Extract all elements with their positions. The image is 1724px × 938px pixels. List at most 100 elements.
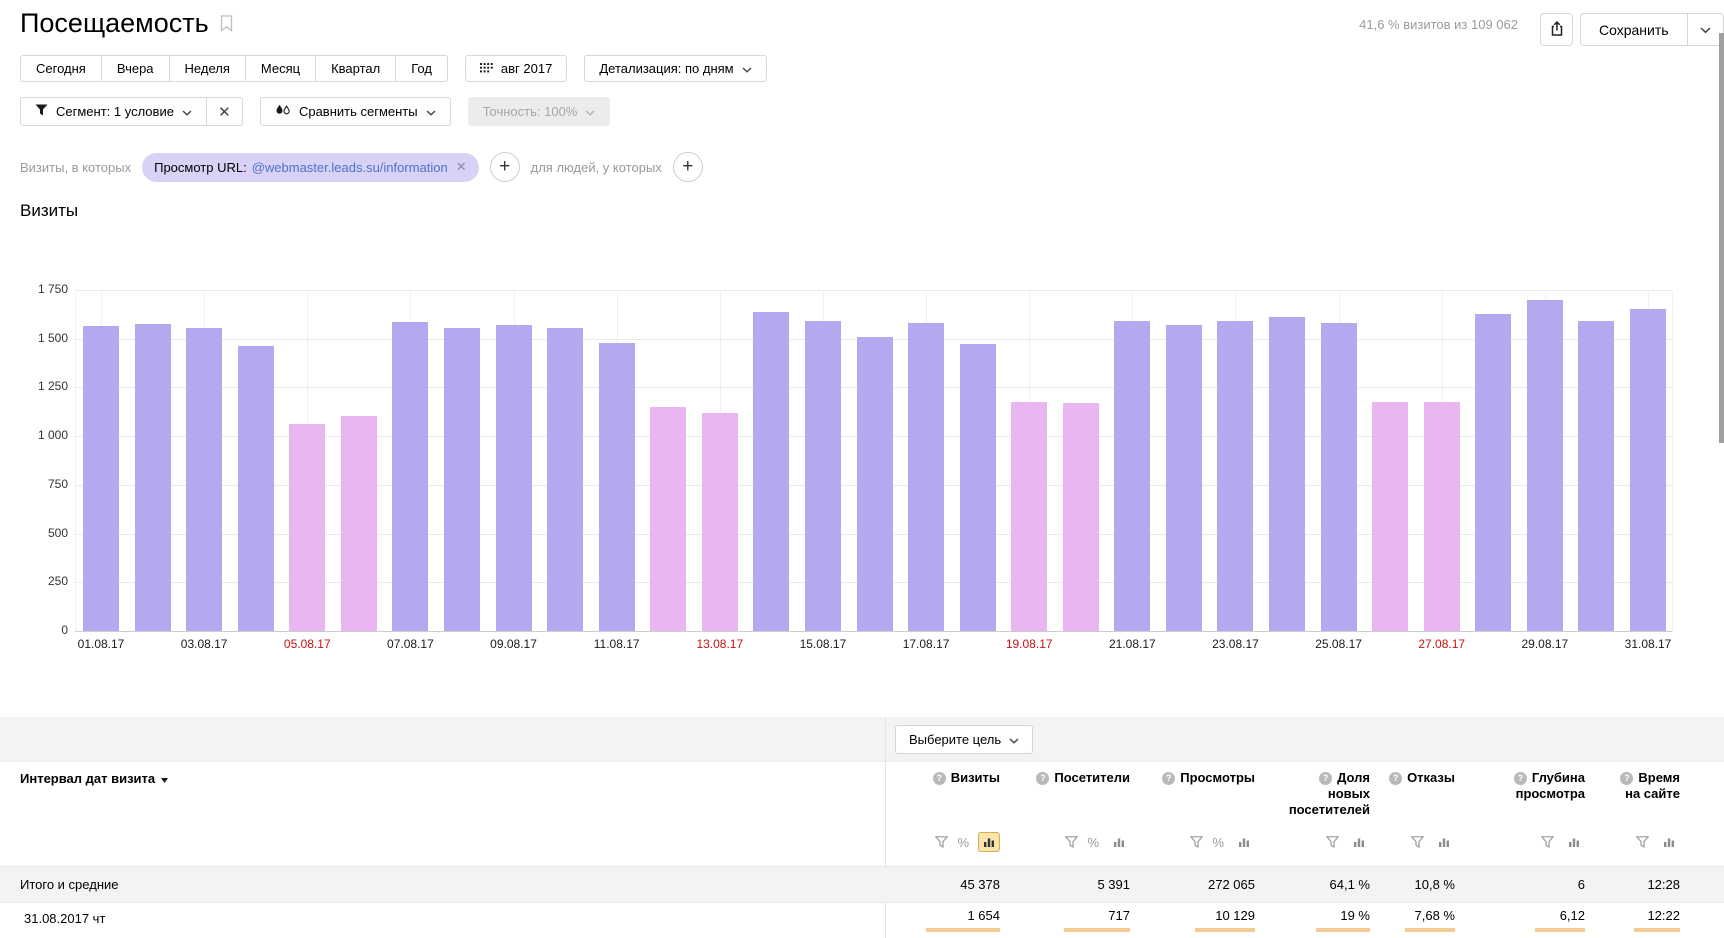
column-chart-icon[interactable] <box>1433 832 1455 852</box>
column-chart-icon[interactable] <box>1108 832 1130 852</box>
add-people-condition-button[interactable]: + <box>672 152 703 182</box>
date-range-button[interactable]: авг 2017 <box>464 55 568 82</box>
totals-cell-6: 12:28 <box>1647 877 1680 892</box>
accuracy-button[interactable]: Точность: 100% <box>467 97 611 126</box>
bar-22.08.17 <box>1165 325 1202 631</box>
sample-stats: 41,6 % визитов из 109 062 <box>1359 17 1518 32</box>
choose-goal-button[interactable]: Выберите цель <box>895 725 1034 754</box>
column-percent-icon[interactable]: % <box>957 834 969 850</box>
compare-segments-button[interactable]: Сравнить сегменты <box>259 97 451 126</box>
period-button-3[interactable]: Месяц <box>244 55 317 82</box>
bar-12.08.17 <box>650 406 687 631</box>
x-axis-label: 05.08.17 <box>283 637 331 651</box>
row-cell-bar <box>1316 928 1370 932</box>
column-header-2[interactable]: ? Просмотры <box>1130 770 1255 818</box>
totals-cell-4: 10,8 % <box>1414 877 1455 892</box>
x-axis-label: 21.08.17 <box>1108 637 1156 651</box>
row-cell-bar <box>1064 928 1130 932</box>
segment-group: Сегмент: 1 условие ✕ <box>20 97 243 126</box>
column-header-5[interactable]: ? Глубина просмотра <box>1455 770 1585 818</box>
period-button-4[interactable]: Квартал <box>315 55 397 82</box>
column-header-6[interactable]: ? Время на сайте <box>1585 770 1680 818</box>
help-icon[interactable]: ? <box>1036 771 1050 785</box>
row-cell-value: 12:22 <box>1647 908 1680 923</box>
column-controls-6 <box>1585 832 1680 852</box>
page-header: Посещаемость <box>20 8 233 38</box>
column-header-label: Визиты <box>950 770 1000 785</box>
help-icon[interactable]: ? <box>1620 771 1634 785</box>
period-button-2[interactable]: Неделя <box>168 55 246 82</box>
x-axis-label: 15.08.17 <box>799 637 847 651</box>
period-button-5[interactable]: Год <box>395 55 448 82</box>
visits-bar-chart: 1 750 1 500 1 250 1 000 750 500 250 0 01.08.17 03… <box>37 282 1673 651</box>
save-dropdown-button[interactable] <box>1686 13 1724 46</box>
y-axis-label: 1 500 <box>37 330 68 345</box>
help-icon[interactable]: ? <box>1319 771 1333 785</box>
bar-14.08.17 <box>753 311 790 631</box>
segment-button[interactable]: Сегмент: 1 условие <box>20 97 207 126</box>
x-axis-label: 07.08.17 <box>387 637 434 651</box>
help-icon[interactable]: ? <box>932 771 946 785</box>
chip-remove-icon[interactable]: ✕ <box>455 159 467 174</box>
column-header-3[interactable]: ? Доля новых посетителей <box>1255 770 1370 818</box>
export-button[interactable] <box>1540 13 1573 46</box>
bar-29.08.17 <box>1526 299 1563 631</box>
bar-09.08.17 <box>495 324 532 631</box>
column-filter-icon[interactable] <box>935 836 949 848</box>
column-filter-icon[interactable] <box>1065 836 1079 848</box>
column-filter-icon[interactable] <box>1636 836 1649 848</box>
sort-caret-icon <box>161 771 169 786</box>
chevron-down-icon <box>182 104 192 119</box>
totals-cell-3: 64,1 % <box>1329 877 1370 892</box>
period-toolbar: Сегодня Вчера Неделя Месяц Квартал Год авг 20… <box>20 55 767 82</box>
segment-clear-button[interactable]: ✕ <box>205 97 243 126</box>
column-filter-icon[interactable] <box>1190 836 1204 848</box>
column-chart-icon[interactable] <box>1233 832 1255 852</box>
help-icon[interactable]: ? <box>1513 771 1527 785</box>
period-button-0[interactable]: Сегодня <box>20 55 102 82</box>
column-chart-icon[interactable] <box>1563 832 1585 852</box>
row-cell-5: 6,12 <box>1455 908 1585 932</box>
x-axis-label: 23.08.17 <box>1212 637 1259 651</box>
date-interval-column-header[interactable]: Интервал дат визита <box>20 771 169 786</box>
row-cell-3: 19 % <box>1255 908 1370 932</box>
metric-column-headers: ? Визиты? Посетители? Просмотры? Доля новых по… <box>886 770 1724 818</box>
column-chart-icon[interactable] <box>978 832 1000 852</box>
row-cell-2: 10 129 <box>1130 908 1255 932</box>
column-header-0[interactable]: ? Визиты <box>886 770 1000 818</box>
column-percent-icon[interactable]: % <box>1087 834 1099 850</box>
column-percent-icon[interactable]: % <box>1212 834 1224 850</box>
column-header-4[interactable]: ? Отказы <box>1370 770 1455 818</box>
chart-title: Визиты <box>20 201 79 220</box>
bar-08.08.17 <box>443 328 480 631</box>
people-filter-prefix: для людей, у которых <box>530 159 662 175</box>
detalization-button[interactable]: Детализация: по дням <box>584 55 767 82</box>
column-filter-icon[interactable] <box>1326 836 1339 848</box>
add-visit-condition-button[interactable]: + <box>489 152 520 182</box>
column-header-1[interactable]: ? Посетители <box>1000 770 1130 818</box>
totals-row-label: Итого и средние <box>20 877 119 892</box>
chip-url-value[interactable]: @webmaster.leads.su/information <box>251 159 448 175</box>
column-chart-icon[interactable] <box>1348 832 1370 852</box>
bar-24.08.17 <box>1269 316 1306 631</box>
help-icon[interactable]: ? <box>1162 771 1176 785</box>
column-chart-icon[interactable] <box>1658 832 1680 852</box>
bar-03.08.17 <box>186 328 223 631</box>
row-cell-6: 12:22 <box>1585 908 1680 932</box>
period-button-1[interactable]: Вчера <box>100 55 170 82</box>
url-filter-chip[interactable]: Просмотр URL: @webmaster.leads.su/inform… <box>142 152 479 182</box>
compare-segments-label: Сравнить сегменты <box>298 104 418 119</box>
bar-17.08.17 <box>908 322 945 631</box>
column-header-label: посетителей <box>1288 802 1370 817</box>
column-filter-icon[interactable] <box>1541 836 1554 848</box>
help-icon[interactable]: ? <box>1389 771 1403 785</box>
column-filter-icon[interactable] <box>1411 836 1424 848</box>
column-header-label: на сайте <box>1625 786 1680 801</box>
row-cell-bar <box>1195 928 1255 932</box>
metric-column-controls: %%% <box>886 832 1724 852</box>
bar-10.08.17 <box>547 327 584 631</box>
bar-25.08.17 <box>1320 322 1357 631</box>
bookmark-icon[interactable] <box>220 15 233 35</box>
scrollbar-thumb[interactable] <box>1719 33 1724 443</box>
bar-06.08.17 <box>340 416 377 631</box>
